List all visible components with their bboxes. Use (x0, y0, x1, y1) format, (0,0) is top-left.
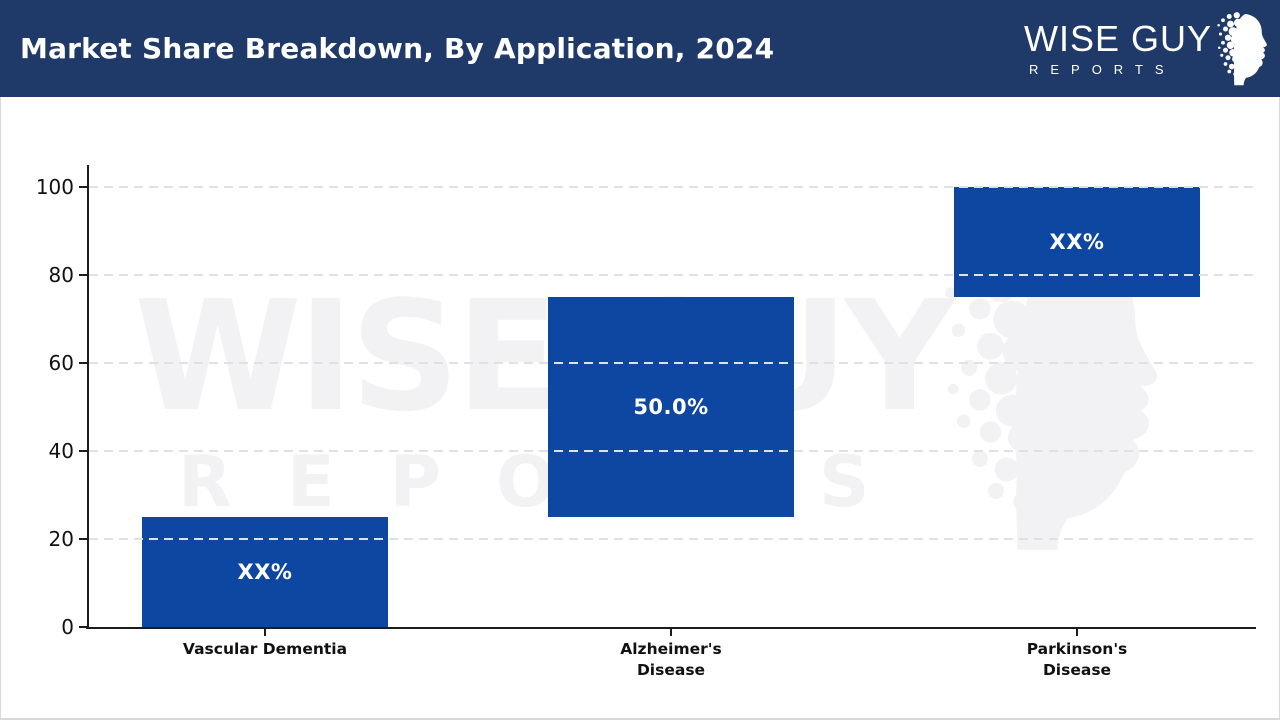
x-axis-label-line: Alzheimer's (620, 640, 722, 658)
y-tick (79, 362, 88, 364)
y-tick (79, 274, 88, 276)
logo-face-icon (1217, 11, 1267, 85)
gridline (89, 186, 1253, 188)
gridline (89, 538, 1253, 540)
y-tick-label: 80 (48, 263, 74, 287)
logo-subtitle: REPORTS (1028, 61, 1176, 77)
x-tick (670, 629, 672, 636)
watermark-wordmark: WISE GUY (134, 268, 955, 445)
chart-area: WISE GUY REPORTS 020406080100XX%Vascular… (0, 97, 1280, 720)
left-edge-border (0, 97, 1, 720)
y-tick (79, 450, 88, 452)
page-title: Market Share Breakdown, By Application, … (20, 32, 775, 65)
x-axis-label: Alzheimer's Disease (471, 639, 871, 681)
bar-value-label: XX% (237, 560, 293, 584)
bar-vascular-dementia: XX% (142, 517, 388, 627)
gridline (89, 274, 1253, 276)
bar-value-label: XX% (1049, 230, 1105, 254)
y-tick (79, 186, 88, 188)
y-tick (79, 626, 88, 628)
bar-alzheimer-s-disease: 50.0% (548, 297, 794, 517)
x-axis-label: Parkinson's Disease (877, 639, 1277, 681)
wise-guy-logo: WISE GUY REPORTS (1024, 11, 1268, 87)
x-axis-label-line: Parkinson's (1026, 640, 1128, 658)
y-tick-label: 60 (48, 351, 74, 375)
x-axis-label-line: Disease (636, 661, 706, 679)
x-axis-label-line: Disease (1042, 661, 1112, 679)
x-tick (264, 629, 266, 636)
y-tick-label: 20 (48, 527, 74, 551)
y-tick (79, 538, 88, 540)
x-axis-label-line: Vascular Dementia (182, 640, 348, 658)
x-tick (1076, 629, 1078, 636)
bar-parkinson-s-disease: XX% (954, 187, 1200, 297)
x-axis-line (86, 627, 1256, 629)
x-axis-label: Vascular Dementia (65, 639, 465, 660)
y-tick-label: 40 (48, 439, 74, 463)
bar-value-label: 50.0% (633, 395, 709, 419)
y-tick-label: 0 (61, 615, 74, 639)
y-axis-line (87, 165, 89, 629)
y-tick-label: 100 (35, 175, 74, 199)
gridline (89, 450, 1253, 452)
gridline (89, 362, 1253, 364)
bottom-edge-border (0, 718, 1280, 720)
header: Market Share Breakdown, By Application, … (0, 0, 1280, 97)
logo-wordmark: WISE GUY (1023, 17, 1212, 59)
plot: 0 20 40 60 80 100 XX% Vascular Dementia 50.0% Alz… (0, 97, 1280, 720)
logo-wordmark-block: WISE GUY REPORTS (1023, 17, 1212, 77)
